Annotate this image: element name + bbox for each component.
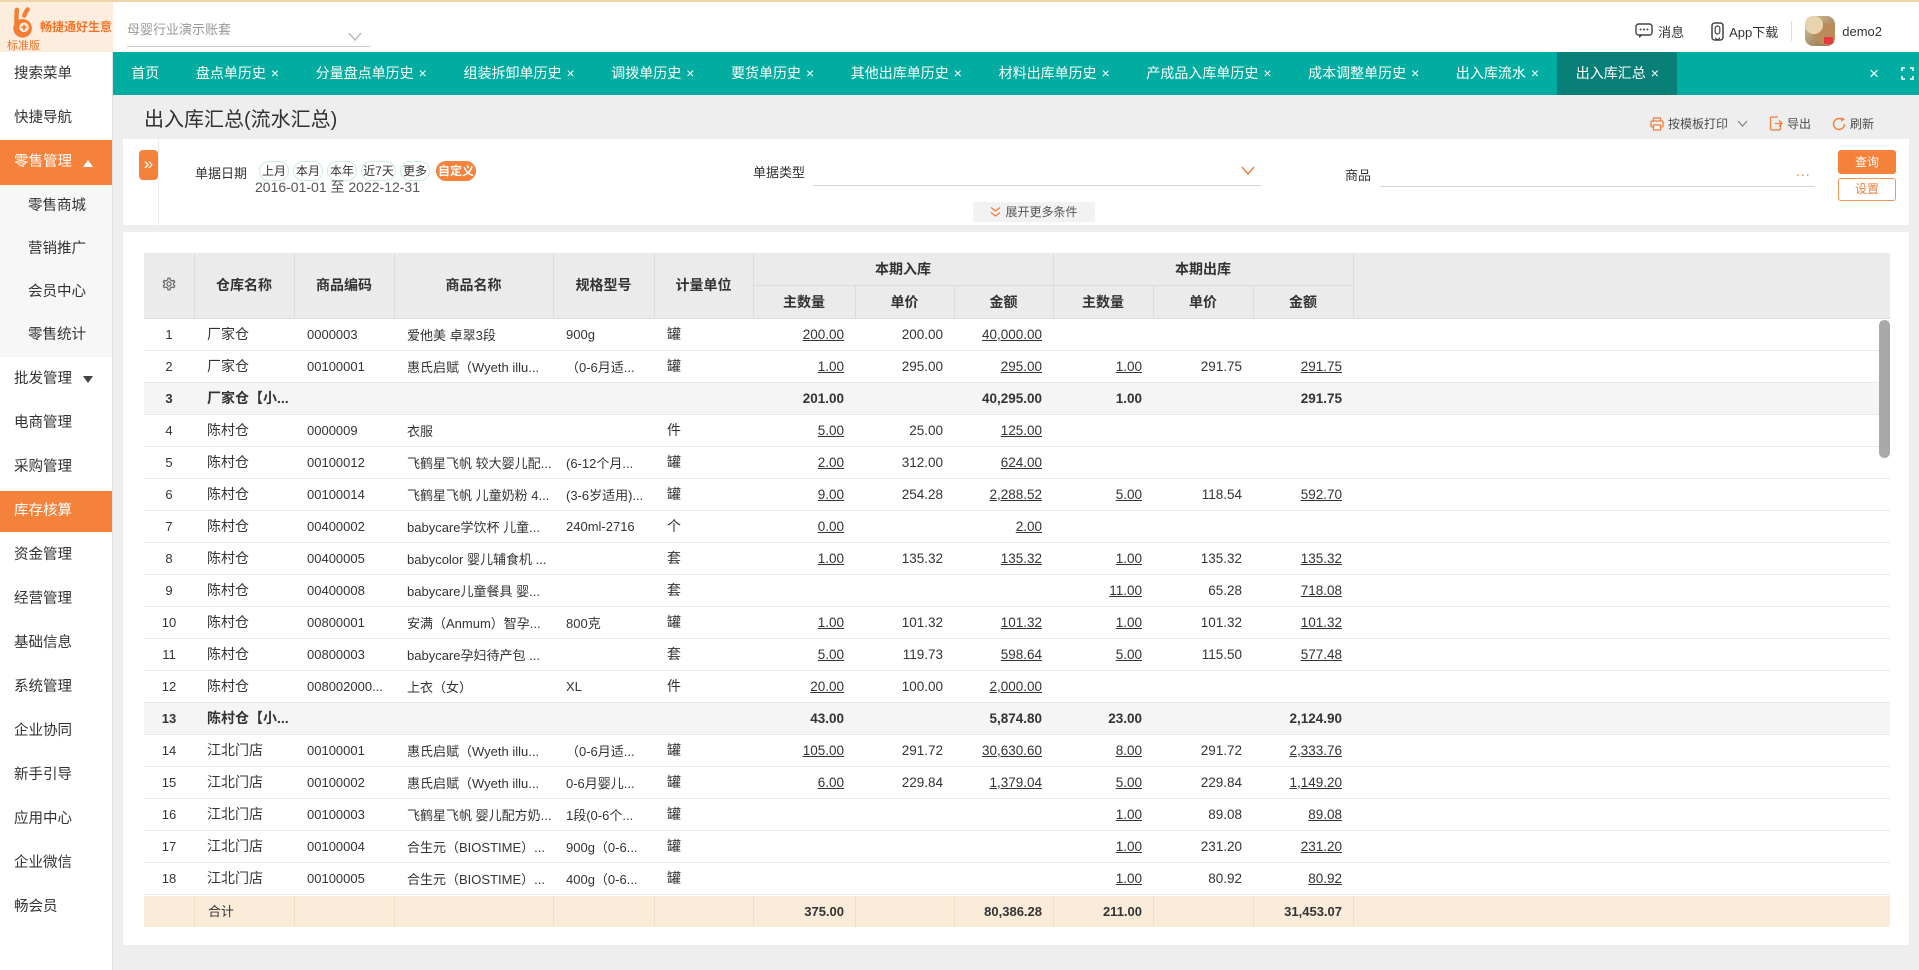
svg-text:标准版: 标准版 (7, 37, 40, 51)
svg-text:畅捷通好生意: 畅捷通好生意 (40, 18, 112, 35)
